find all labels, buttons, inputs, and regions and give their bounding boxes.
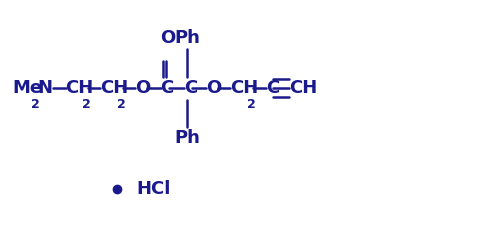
Text: C: C	[183, 79, 197, 97]
Text: O: O	[205, 79, 221, 97]
Text: 2: 2	[246, 97, 255, 111]
Text: 2: 2	[117, 97, 126, 111]
Text: C: C	[266, 79, 279, 97]
Text: Ph: Ph	[174, 129, 199, 147]
Text: C: C	[160, 79, 173, 97]
Text: O: O	[135, 79, 150, 97]
Text: 2: 2	[82, 97, 91, 111]
Text: 2: 2	[31, 97, 40, 111]
Text: Me: Me	[12, 79, 42, 97]
Text: CH: CH	[65, 79, 93, 97]
Text: N: N	[37, 79, 52, 97]
Text: CH: CH	[229, 79, 257, 97]
Text: CH: CH	[100, 79, 128, 97]
Text: Ph: Ph	[174, 29, 199, 47]
Text: O: O	[160, 29, 175, 47]
Text: CH: CH	[288, 79, 317, 97]
Text: HCl: HCl	[136, 179, 170, 198]
